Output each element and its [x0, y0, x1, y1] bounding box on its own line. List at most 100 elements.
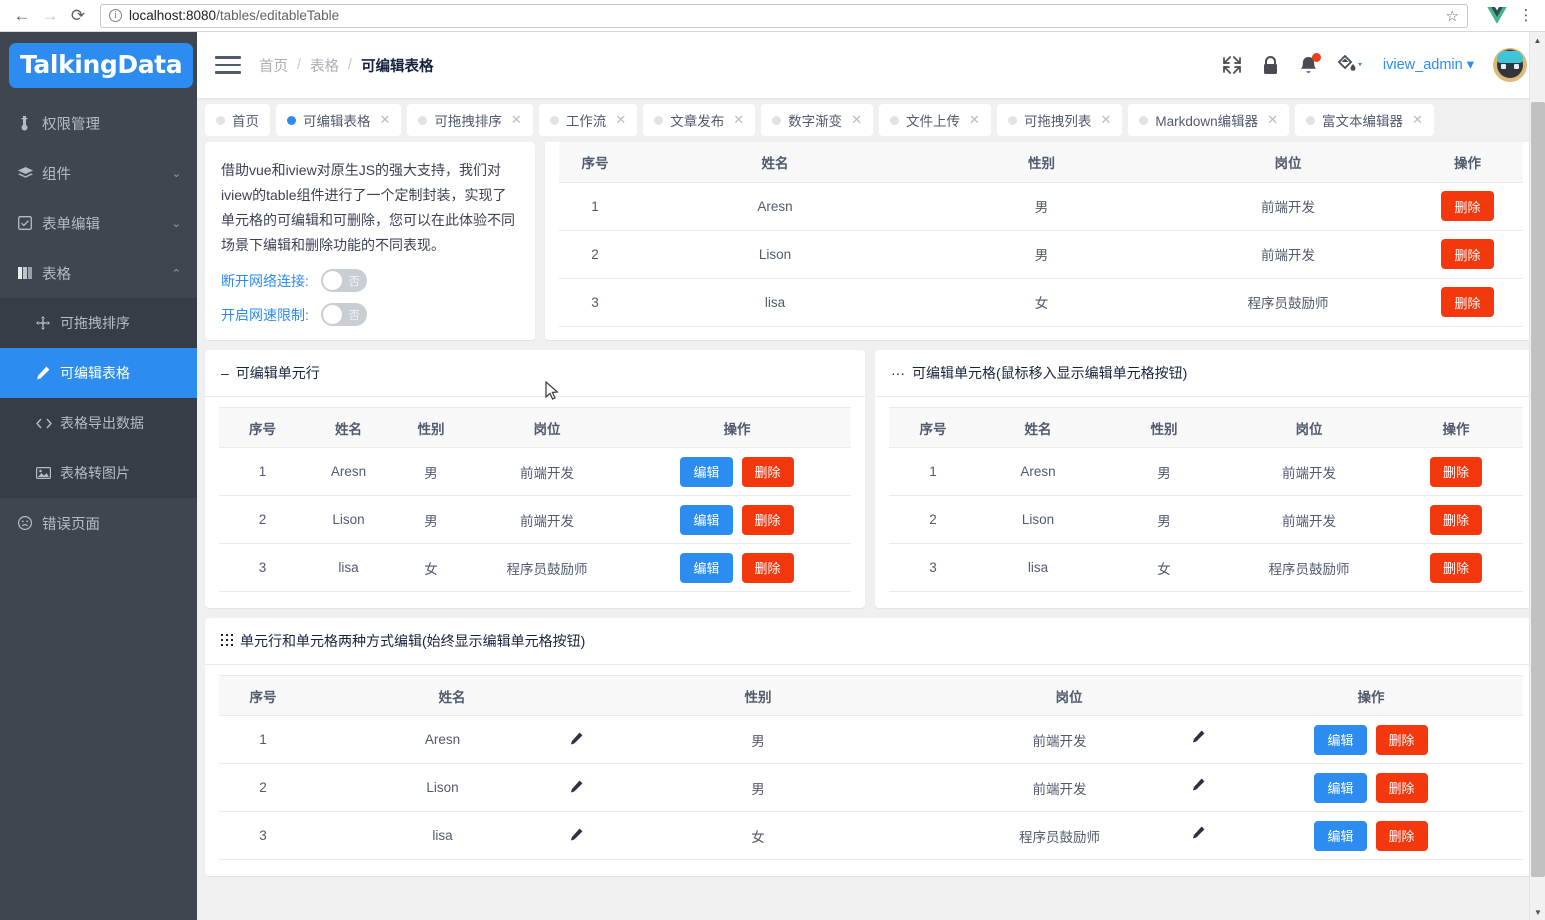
table-editable-cell: 序号 姓名 性别 岗位 操作 1 Aresn 男前端开发 删除 2 Lison 男前端开发删…: [889, 407, 1523, 592]
sidebar-item-form-edit[interactable]: 表单编辑 ⌄: [0, 198, 197, 248]
tab-close-icon[interactable]: ✕: [1267, 112, 1279, 127]
col-gender: 性别: [391, 407, 471, 448]
theme-paint-icon[interactable]: [1337, 55, 1364, 75]
sidebar-item-label: 权限管理: [42, 116, 100, 133]
reload-icon[interactable]: ⟳: [70, 5, 86, 25]
edit-button[interactable]: 编辑: [1314, 772, 1367, 803]
breadcrumb-item-tables[interactable]: 表格: [310, 58, 340, 75]
delete-button[interactable]: 删除: [1441, 191, 1494, 221]
pencil-edit-icon[interactable]: [1192, 778, 1205, 794]
tab-close-icon[interactable]: ✕: [615, 112, 627, 127]
tab-close-icon[interactable]: ✕: [733, 112, 745, 127]
fullscreen-icon[interactable]: [1222, 55, 1242, 75]
ellipsis-icon: ···: [891, 365, 905, 381]
edit-button[interactable]: 编辑: [1314, 724, 1367, 755]
delete-button[interactable]: 删除: [741, 552, 794, 583]
sidebar-item-table-to-image[interactable]: 表格转图片: [0, 448, 197, 498]
edit-button[interactable]: 编辑: [680, 504, 733, 535]
tab-item[interactable]: 可拖拽列表 ✕: [996, 104, 1123, 136]
kebab-menu-icon[interactable]: ⋮: [1518, 6, 1534, 24]
delete-button[interactable]: 删除: [1429, 456, 1482, 487]
brand-logo[interactable]: TalkingData: [0, 32, 197, 98]
tab-item[interactable]: 富文本编辑器 ✕: [1295, 104, 1434, 136]
toggle-value: 否: [348, 275, 361, 288]
editable-cell-card: ··· 可编辑单元格(鼠标移入显示编辑单元格按钮) 序号 姓名 性别 岗位 操作…: [875, 350, 1537, 608]
page-scrollbar[interactable]: ▲ ▼: [1529, 32, 1545, 920]
hamburger-icon[interactable]: [197, 56, 259, 74]
delete-button[interactable]: 删除: [741, 504, 794, 535]
avatar[interactable]: [1493, 48, 1527, 82]
delete-button[interactable]: 删除: [1441, 239, 1494, 269]
sidebar-item-draggable-sort[interactable]: 可拖拽排序: [0, 298, 197, 348]
pencil-edit-icon[interactable]: [1192, 826, 1205, 842]
edit-button[interactable]: 编辑: [680, 456, 733, 487]
cell-name[interactable]: Lison: [307, 763, 597, 812]
pencil-edit-icon[interactable]: [570, 732, 583, 748]
table-row: 3 lisa 女程序员鼓励师 删除: [559, 278, 1523, 327]
cell-job[interactable]: 程序员鼓励师: [919, 811, 1219, 860]
tab-item[interactable]: 可编辑表格 ✕: [276, 104, 402, 136]
sidebar-item-export-data[interactable]: 表格导出数据: [0, 398, 197, 448]
tab-status-dot: [287, 115, 296, 125]
delete-button[interactable]: 删除: [1441, 287, 1494, 317]
pencil-edit-icon[interactable]: [1192, 730, 1205, 746]
toggle-network-throttle[interactable]: 否: [321, 303, 367, 326]
tab-item[interactable]: 首页: [205, 104, 270, 136]
delete-button[interactable]: 删除: [1375, 772, 1428, 803]
delete-button[interactable]: 删除: [1429, 504, 1482, 535]
lock-icon[interactable]: [1261, 55, 1280, 76]
col-name: 姓名: [306, 407, 391, 448]
cell-job[interactable]: 前端开发: [919, 715, 1219, 764]
address-bar[interactable]: i localhost:8080/tables/editableTable ☆: [100, 3, 1468, 28]
sidebar-submenu-tables: 可拖拽排序 可编辑表格 表格导出数据 表格转图片: [0, 298, 197, 498]
app-header: 首页 / 表格 / 可编辑表格 iview_admin ▾: [197, 32, 1545, 98]
star-icon[interactable]: ☆: [1445, 7, 1459, 25]
cell-name[interactable]: lisa: [307, 811, 597, 860]
sidebar-item-label: 可编辑表格: [60, 365, 130, 381]
table-icon: [18, 267, 42, 279]
breadcrumb-separator: /: [297, 57, 302, 73]
checkbox-icon: [18, 216, 42, 230]
back-arrow-icon[interactable]: ←: [13, 5, 31, 25]
sidebar-item-editable-table[interactable]: 可编辑表格: [0, 348, 197, 398]
site-info-icon[interactable]: i: [109, 9, 122, 22]
edit-button[interactable]: 编辑: [1314, 820, 1367, 851]
pencil-edit-icon[interactable]: [570, 828, 583, 844]
caret-up-icon[interactable]: ▲: [1533, 35, 1542, 45]
tab-close-icon[interactable]: ✕: [1100, 112, 1112, 127]
tab-item[interactable]: Markdown编辑器 ✕: [1128, 104, 1290, 136]
tab-item[interactable]: 数字渐变 ✕: [761, 104, 874, 136]
sidebar-item-permissions[interactable]: 权限管理: [0, 98, 197, 148]
tab-item[interactable]: 工作流 ✕: [538, 104, 638, 136]
cell-job[interactable]: 前端开发: [919, 763, 1219, 812]
tab-close-icon[interactable]: ✕: [379, 112, 391, 127]
cell-name[interactable]: Aresn: [307, 715, 597, 764]
scrollbar-thumb[interactable]: [1531, 102, 1545, 877]
sidebar-item-components[interactable]: 组件 ⌄: [0, 148, 197, 198]
cell-actions: 编辑 删除: [1219, 763, 1523, 812]
tab-item[interactable]: 文章发布 ✕: [643, 104, 756, 136]
tab-close-icon[interactable]: ✕: [969, 112, 980, 127]
tab-close-icon[interactable]: ✕: [510, 112, 522, 127]
delete-button[interactable]: 删除: [741, 456, 794, 487]
edit-button[interactable]: 编辑: [680, 552, 733, 583]
sidebar-item-error-pages[interactable]: 错误页面: [0, 498, 197, 548]
bell-icon[interactable]: [1299, 52, 1321, 76]
delete-button[interactable]: 删除: [1375, 724, 1428, 755]
vue-devtools-icon[interactable]: [1484, 7, 1510, 24]
toggle-disconnect-network[interactable]: 否: [321, 269, 367, 292]
tab-close-icon[interactable]: ✕: [851, 112, 863, 127]
toggle-knob: [323, 305, 342, 324]
breadcrumb-item-home[interactable]: 首页: [259, 58, 288, 75]
sidebar-item-tables[interactable]: 表格 ⌃: [0, 248, 197, 298]
delete-button[interactable]: 删除: [1375, 820, 1428, 851]
caret-down-icon[interactable]: ▼: [1534, 907, 1542, 917]
pencil-edit-icon[interactable]: [570, 780, 583, 796]
user-menu[interactable]: iview_admin ▾: [1383, 57, 1474, 73]
tab-item[interactable]: 文件上传 ✕: [879, 104, 991, 136]
tab-item[interactable]: 可拖拽排序 ✕: [407, 104, 533, 136]
table-editable-row: 序号 姓名 性别 岗位 操作 1 Aresn 男前端开发 编辑 删除 2 Lison 男前端开…: [219, 407, 851, 592]
delete-button[interactable]: 删除: [1429, 552, 1482, 583]
mouse-cursor: [545, 380, 559, 406]
tab-close-icon[interactable]: ✕: [1412, 112, 1423, 127]
